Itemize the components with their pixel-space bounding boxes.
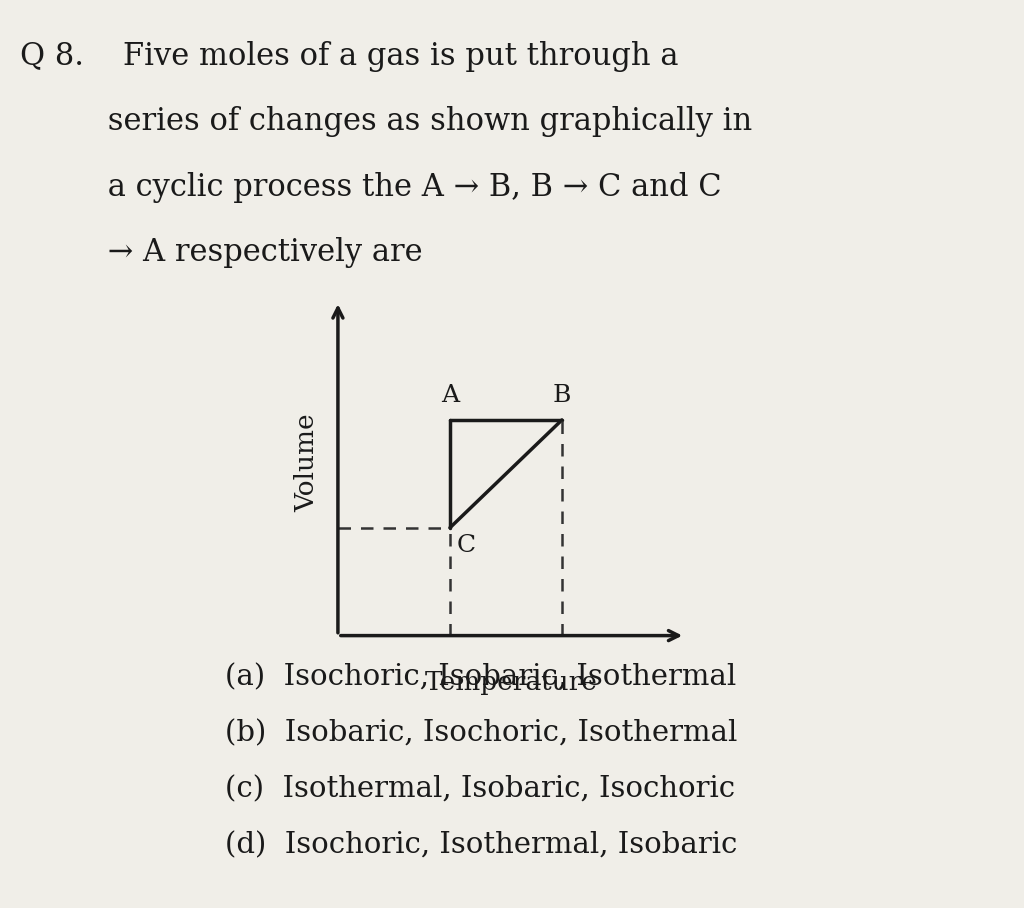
Text: Q 8.    Five moles of a gas is put through a: Q 8. Five moles of a gas is put through …: [20, 41, 679, 72]
Text: (b)  Isobaric, Isochoric, Isothermal: (b) Isobaric, Isochoric, Isothermal: [225, 719, 737, 747]
Text: (a)  Isochoric, Isobaric, Isothermal: (a) Isochoric, Isobaric, Isothermal: [225, 663, 736, 691]
Text: a cyclic process the A → B, B → C and C: a cyclic process the A → B, B → C and C: [20, 172, 722, 202]
Text: B: B: [553, 384, 571, 407]
Text: series of changes as shown graphically in: series of changes as shown graphically i…: [20, 106, 753, 137]
Text: A: A: [441, 384, 459, 407]
Text: C: C: [457, 534, 476, 558]
Text: (c)  Isothermal, Isobaric, Isochoric: (c) Isothermal, Isobaric, Isochoric: [225, 775, 735, 804]
Text: Temperature: Temperature: [425, 670, 598, 696]
Text: (d)  Isochoric, Isothermal, Isobaric: (d) Isochoric, Isothermal, Isobaric: [225, 832, 737, 860]
Text: Volume: Volume: [294, 414, 319, 512]
Text: → A respectively are: → A respectively are: [20, 237, 423, 268]
